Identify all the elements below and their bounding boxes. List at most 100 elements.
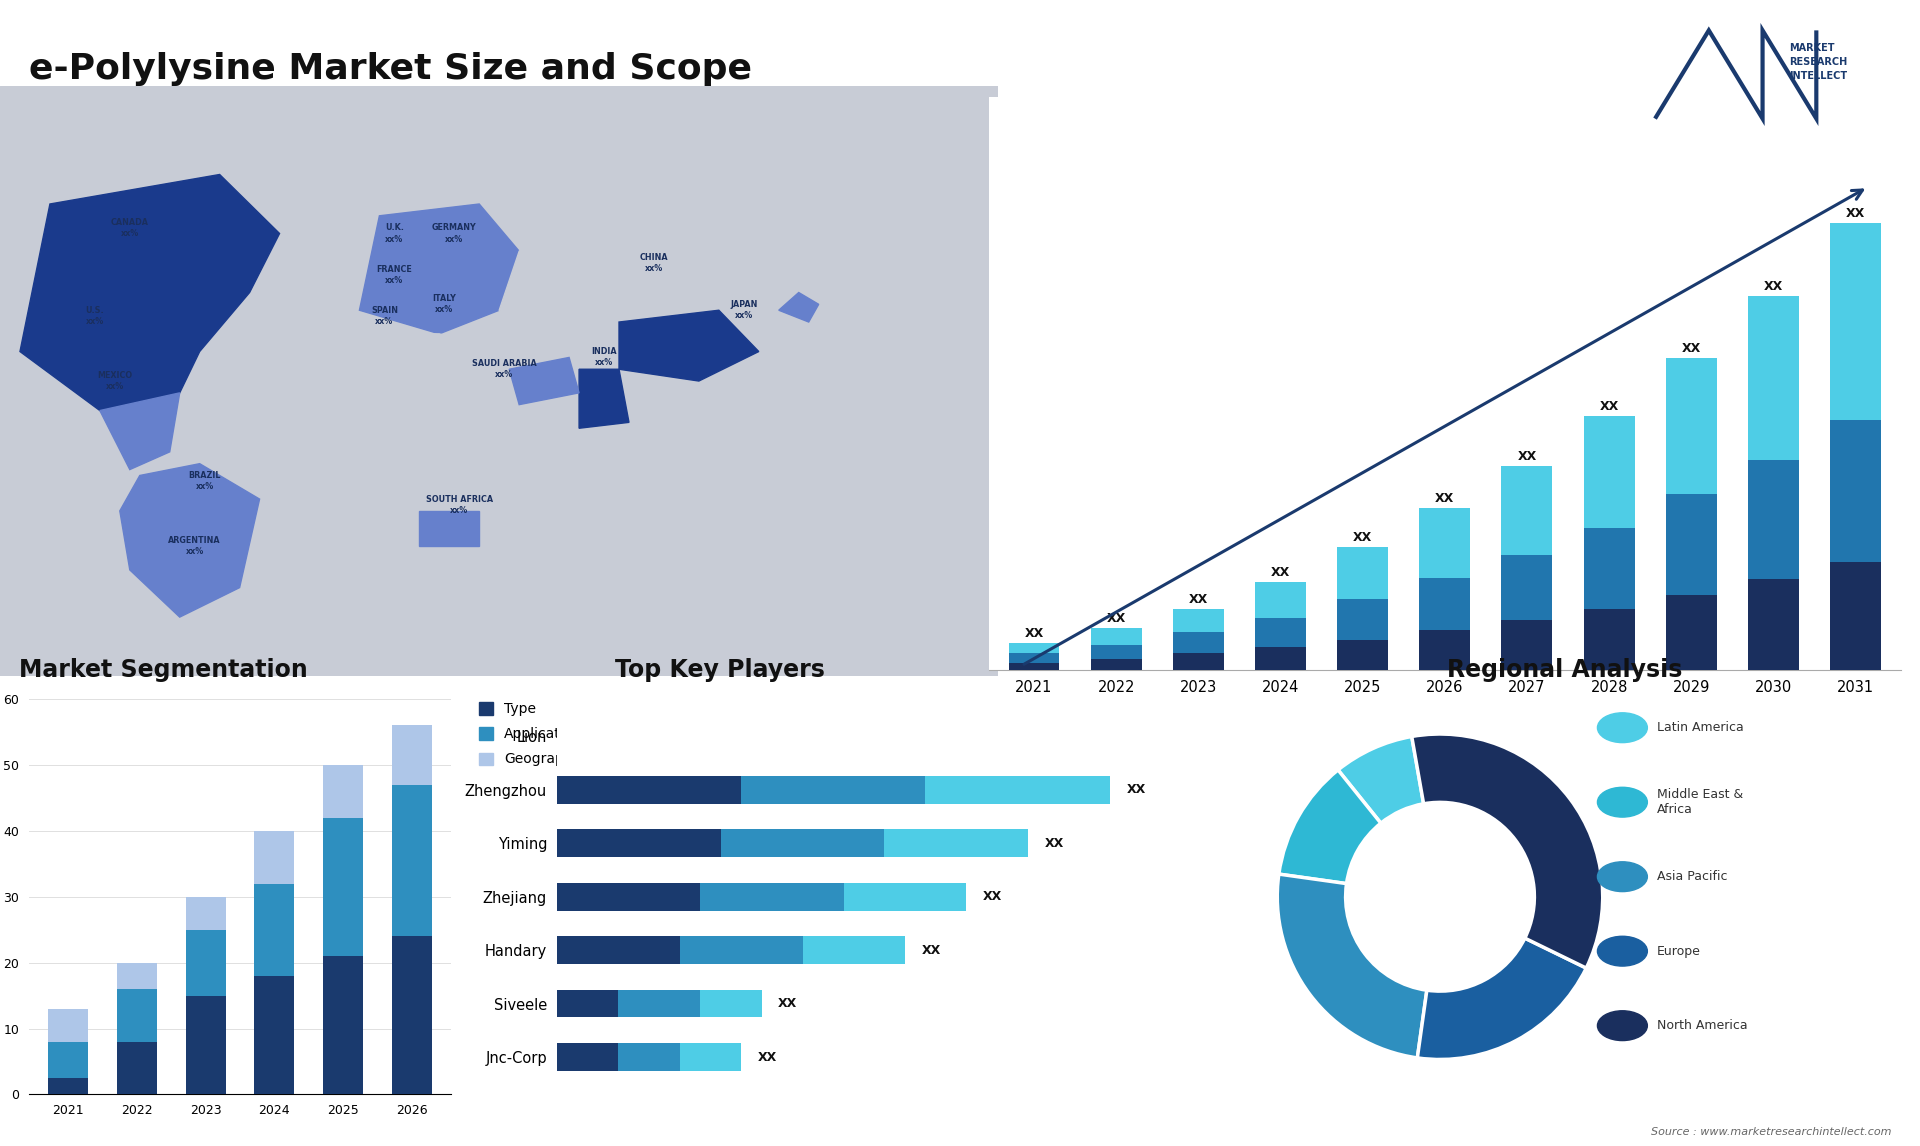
Text: XX: XX	[758, 1051, 778, 1063]
Text: INDIA
xx%: INDIA xx%	[591, 347, 616, 368]
Bar	[255, 884, 294, 976]
Bar	[1173, 609, 1223, 631]
Bar	[1501, 555, 1553, 620]
Text: e-Polylysine Market Size and Scope: e-Polylysine Market Size and Scope	[29, 52, 753, 86]
Text: XX: XX	[1517, 449, 1536, 463]
Bar	[803, 936, 904, 964]
Bar	[255, 976, 294, 1094]
Bar	[1256, 618, 1306, 647]
Bar	[1584, 416, 1634, 527]
Text: SPAIN
xx%: SPAIN xx%	[371, 306, 397, 327]
Text: MARKET
RESEARCH
INTELLECT: MARKET RESEARCH INTELLECT	[1789, 42, 1847, 81]
Bar	[1008, 653, 1060, 662]
Text: MEXICO
xx%: MEXICO xx%	[98, 371, 132, 391]
Bar	[186, 996, 225, 1094]
Bar	[255, 831, 294, 884]
Bar	[741, 776, 925, 803]
Bar	[117, 989, 157, 1042]
Text: XX: XX	[983, 890, 1002, 903]
Bar	[392, 725, 432, 785]
Bar	[186, 896, 225, 929]
Bar	[392, 785, 432, 936]
Bar	[1008, 662, 1060, 670]
Bar	[720, 830, 885, 857]
Text: SAUDI ARABIA
xx%: SAUDI ARABIA xx%	[472, 359, 536, 379]
Bar	[843, 882, 966, 911]
Bar	[557, 990, 618, 1018]
Bar	[557, 936, 680, 964]
Polygon shape	[359, 333, 518, 558]
Text: BRAZIL
xx%: BRAZIL xx%	[188, 471, 221, 492]
Bar	[117, 1042, 157, 1094]
Text: JAPAN
xx%: JAPAN xx%	[730, 300, 758, 320]
Text: XX: XX	[1127, 784, 1146, 796]
Polygon shape	[119, 464, 259, 618]
Bar	[701, 990, 762, 1018]
Text: North America: North America	[1657, 1019, 1747, 1033]
Bar	[1830, 563, 1882, 670]
Bar	[48, 1008, 88, 1042]
Bar	[1501, 466, 1553, 555]
Polygon shape	[509, 358, 580, 405]
Bar	[1091, 628, 1142, 645]
Text: U.S.
xx%: U.S. xx%	[86, 306, 104, 327]
Bar	[392, 936, 432, 1094]
Polygon shape	[419, 511, 480, 547]
Bar	[1747, 580, 1799, 670]
Bar	[1584, 527, 1634, 609]
Bar	[1667, 494, 1716, 595]
Text: XX: XX	[922, 943, 941, 957]
Bar	[1419, 509, 1471, 578]
Bar	[1830, 419, 1882, 563]
Bar	[1256, 582, 1306, 618]
Bar	[48, 1078, 88, 1094]
Bar	[557, 776, 741, 803]
Bar	[1256, 647, 1306, 670]
Bar	[1501, 620, 1553, 670]
Bar	[885, 830, 1027, 857]
Bar	[701, 882, 843, 911]
Bar	[186, 929, 225, 996]
Wedge shape	[1417, 939, 1586, 1059]
Text: XX: XX	[778, 997, 797, 1010]
Bar	[618, 1043, 680, 1070]
Polygon shape	[780, 292, 818, 322]
Bar	[925, 776, 1110, 803]
Bar	[1336, 599, 1388, 639]
Text: Market Segmentation: Market Segmentation	[19, 658, 307, 682]
Polygon shape	[359, 204, 518, 333]
Bar	[117, 963, 157, 989]
Text: XX: XX	[1682, 342, 1701, 355]
Wedge shape	[1279, 770, 1380, 884]
Bar	[618, 990, 701, 1018]
Text: Latin America: Latin America	[1657, 721, 1743, 735]
Text: Asia Pacific: Asia Pacific	[1657, 870, 1728, 884]
Bar	[1091, 659, 1142, 670]
Wedge shape	[1411, 735, 1603, 968]
Bar	[1091, 645, 1142, 659]
Bar	[680, 1043, 741, 1070]
Text: Middle East &
Africa: Middle East & Africa	[1657, 788, 1743, 816]
Bar	[1419, 578, 1471, 630]
Text: Top Key Players: Top Key Players	[614, 658, 826, 682]
Text: XX: XX	[1434, 493, 1455, 505]
Polygon shape	[100, 393, 180, 470]
Bar	[323, 956, 363, 1094]
Bar	[557, 830, 720, 857]
Bar	[1667, 358, 1716, 494]
Text: XX: XX	[1599, 400, 1619, 413]
Text: XX: XX	[1025, 627, 1044, 641]
Bar	[323, 818, 363, 956]
Text: XX: XX	[1106, 612, 1125, 625]
Bar	[1008, 643, 1060, 653]
Bar	[680, 936, 803, 964]
Bar	[1173, 631, 1223, 653]
Bar	[557, 882, 701, 911]
Bar	[1336, 639, 1388, 670]
Bar	[1173, 653, 1223, 670]
Text: XX: XX	[1044, 837, 1064, 850]
Polygon shape	[499, 193, 849, 380]
Bar	[323, 766, 363, 818]
Text: CHINA
xx%: CHINA xx%	[639, 253, 668, 273]
Legend: Type, Application, Geography: Type, Application, Geography	[474, 698, 586, 770]
